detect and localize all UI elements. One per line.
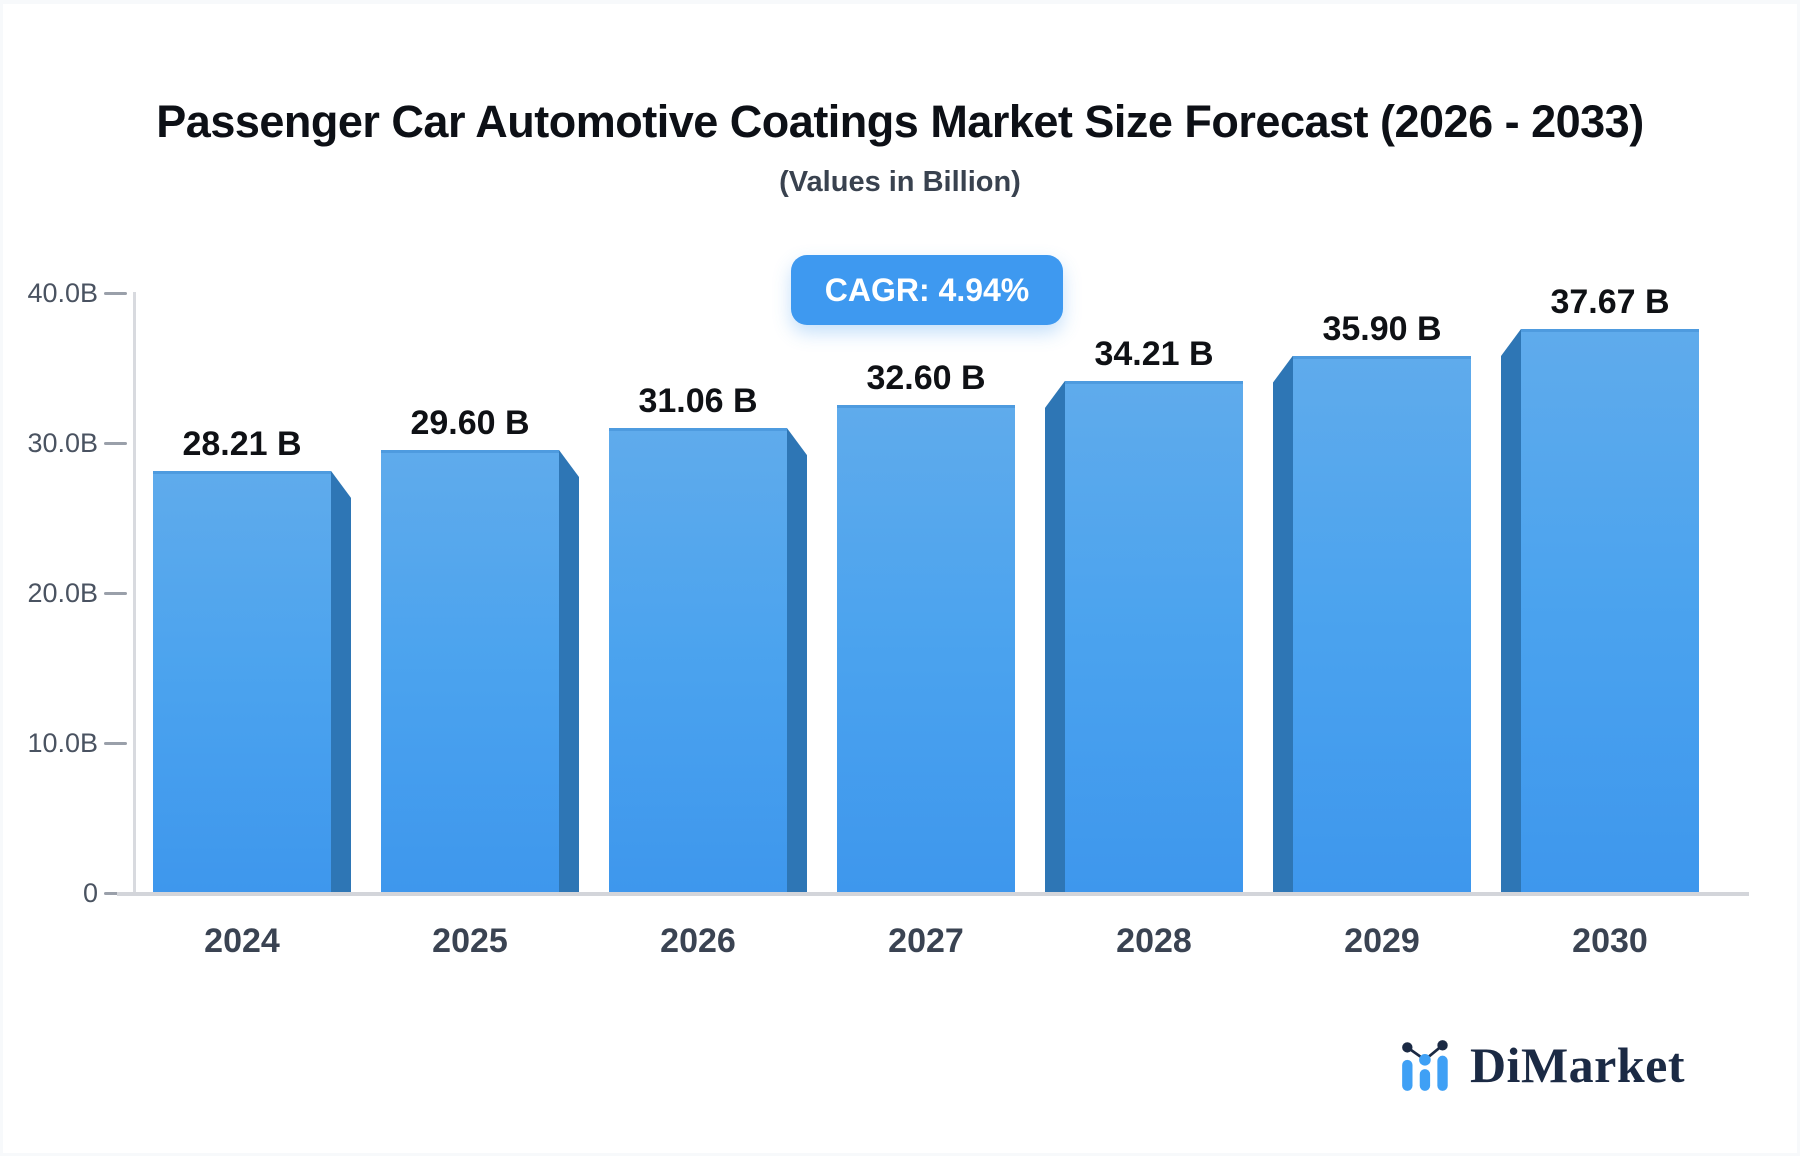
bar-face-2024 — [153, 470, 331, 892]
bar-face-2029 — [1293, 355, 1471, 892]
bar-face-2028 — [1065, 380, 1243, 892]
cagr-badge: CAGR: 4.94% — [791, 255, 1063, 325]
y-tick-mark — [104, 892, 127, 895]
x-baseline — [117, 892, 1749, 896]
y-tick-label: 0 — [82, 878, 98, 908]
bar-face-2025 — [381, 450, 559, 892]
y-tick-mark — [104, 442, 127, 445]
x-axis-label: 2029 — [1344, 922, 1420, 960]
bar-value-label: 35.90 B — [1322, 309, 1442, 348]
bar-side-2028 — [1045, 380, 1065, 892]
bar-side-2025 — [559, 450, 579, 892]
bar-side-2030 — [1501, 328, 1521, 892]
dimarket-logo: DiMarket — [1398, 1036, 1685, 1094]
y-tick-label: 30.0B — [27, 428, 98, 458]
dimarket-logo-text: DiMarket — [1469, 1037, 1685, 1093]
bar-value-label: 37.67 B — [1550, 282, 1670, 321]
bar-side-2029 — [1273, 355, 1293, 892]
bar-chart-with-dots-icon — [1402, 1040, 1448, 1091]
y-tick-mark — [104, 742, 127, 745]
bar-value-label: 29.60 B — [410, 404, 530, 442]
x-axis-label: 2027 — [888, 922, 964, 960]
bar-face-2030 — [1521, 328, 1699, 892]
x-axis-label: 2026 — [660, 922, 736, 960]
chart-title: Passenger Car Automotive Coatings Market… — [156, 96, 1644, 147]
bar-value-label: 32.60 B — [866, 359, 986, 397]
chart-card: Passenger Car Automotive Coatings Market… — [3, 4, 1797, 1153]
y-axis-line — [133, 292, 136, 894]
y-tick-label: 20.0B — [27, 578, 98, 608]
bar-face-2026 — [609, 428, 787, 892]
chart-subtitle: (Values in Billion) — [779, 166, 1021, 198]
x-axis-label: 2030 — [1572, 922, 1648, 960]
bar-face-2027 — [837, 405, 1015, 892]
y-tick-label: 40.0B — [27, 278, 98, 308]
bar-value-label: 34.21 B — [1094, 334, 1214, 373]
bar-value-label: 31.06 B — [638, 382, 758, 421]
bar-side-2024 — [331, 470, 351, 892]
bar-side-2026 — [787, 428, 807, 892]
x-axis-label: 2028 — [1116, 922, 1192, 960]
plot-area: 0 10.0B 20.0B 30.0B 40.0B 28.21 B 2024 29.60 B 2… — [3, 4, 1797, 1153]
y-tick-mark — [104, 592, 127, 595]
bar-value-label: 28.21 B — [182, 424, 302, 463]
y-tick-mark — [104, 292, 127, 295]
x-axis-label: 2025 — [432, 922, 508, 960]
y-tick-label: 10.0B — [27, 728, 98, 758]
x-axis-label: 2024 — [204, 922, 280, 960]
